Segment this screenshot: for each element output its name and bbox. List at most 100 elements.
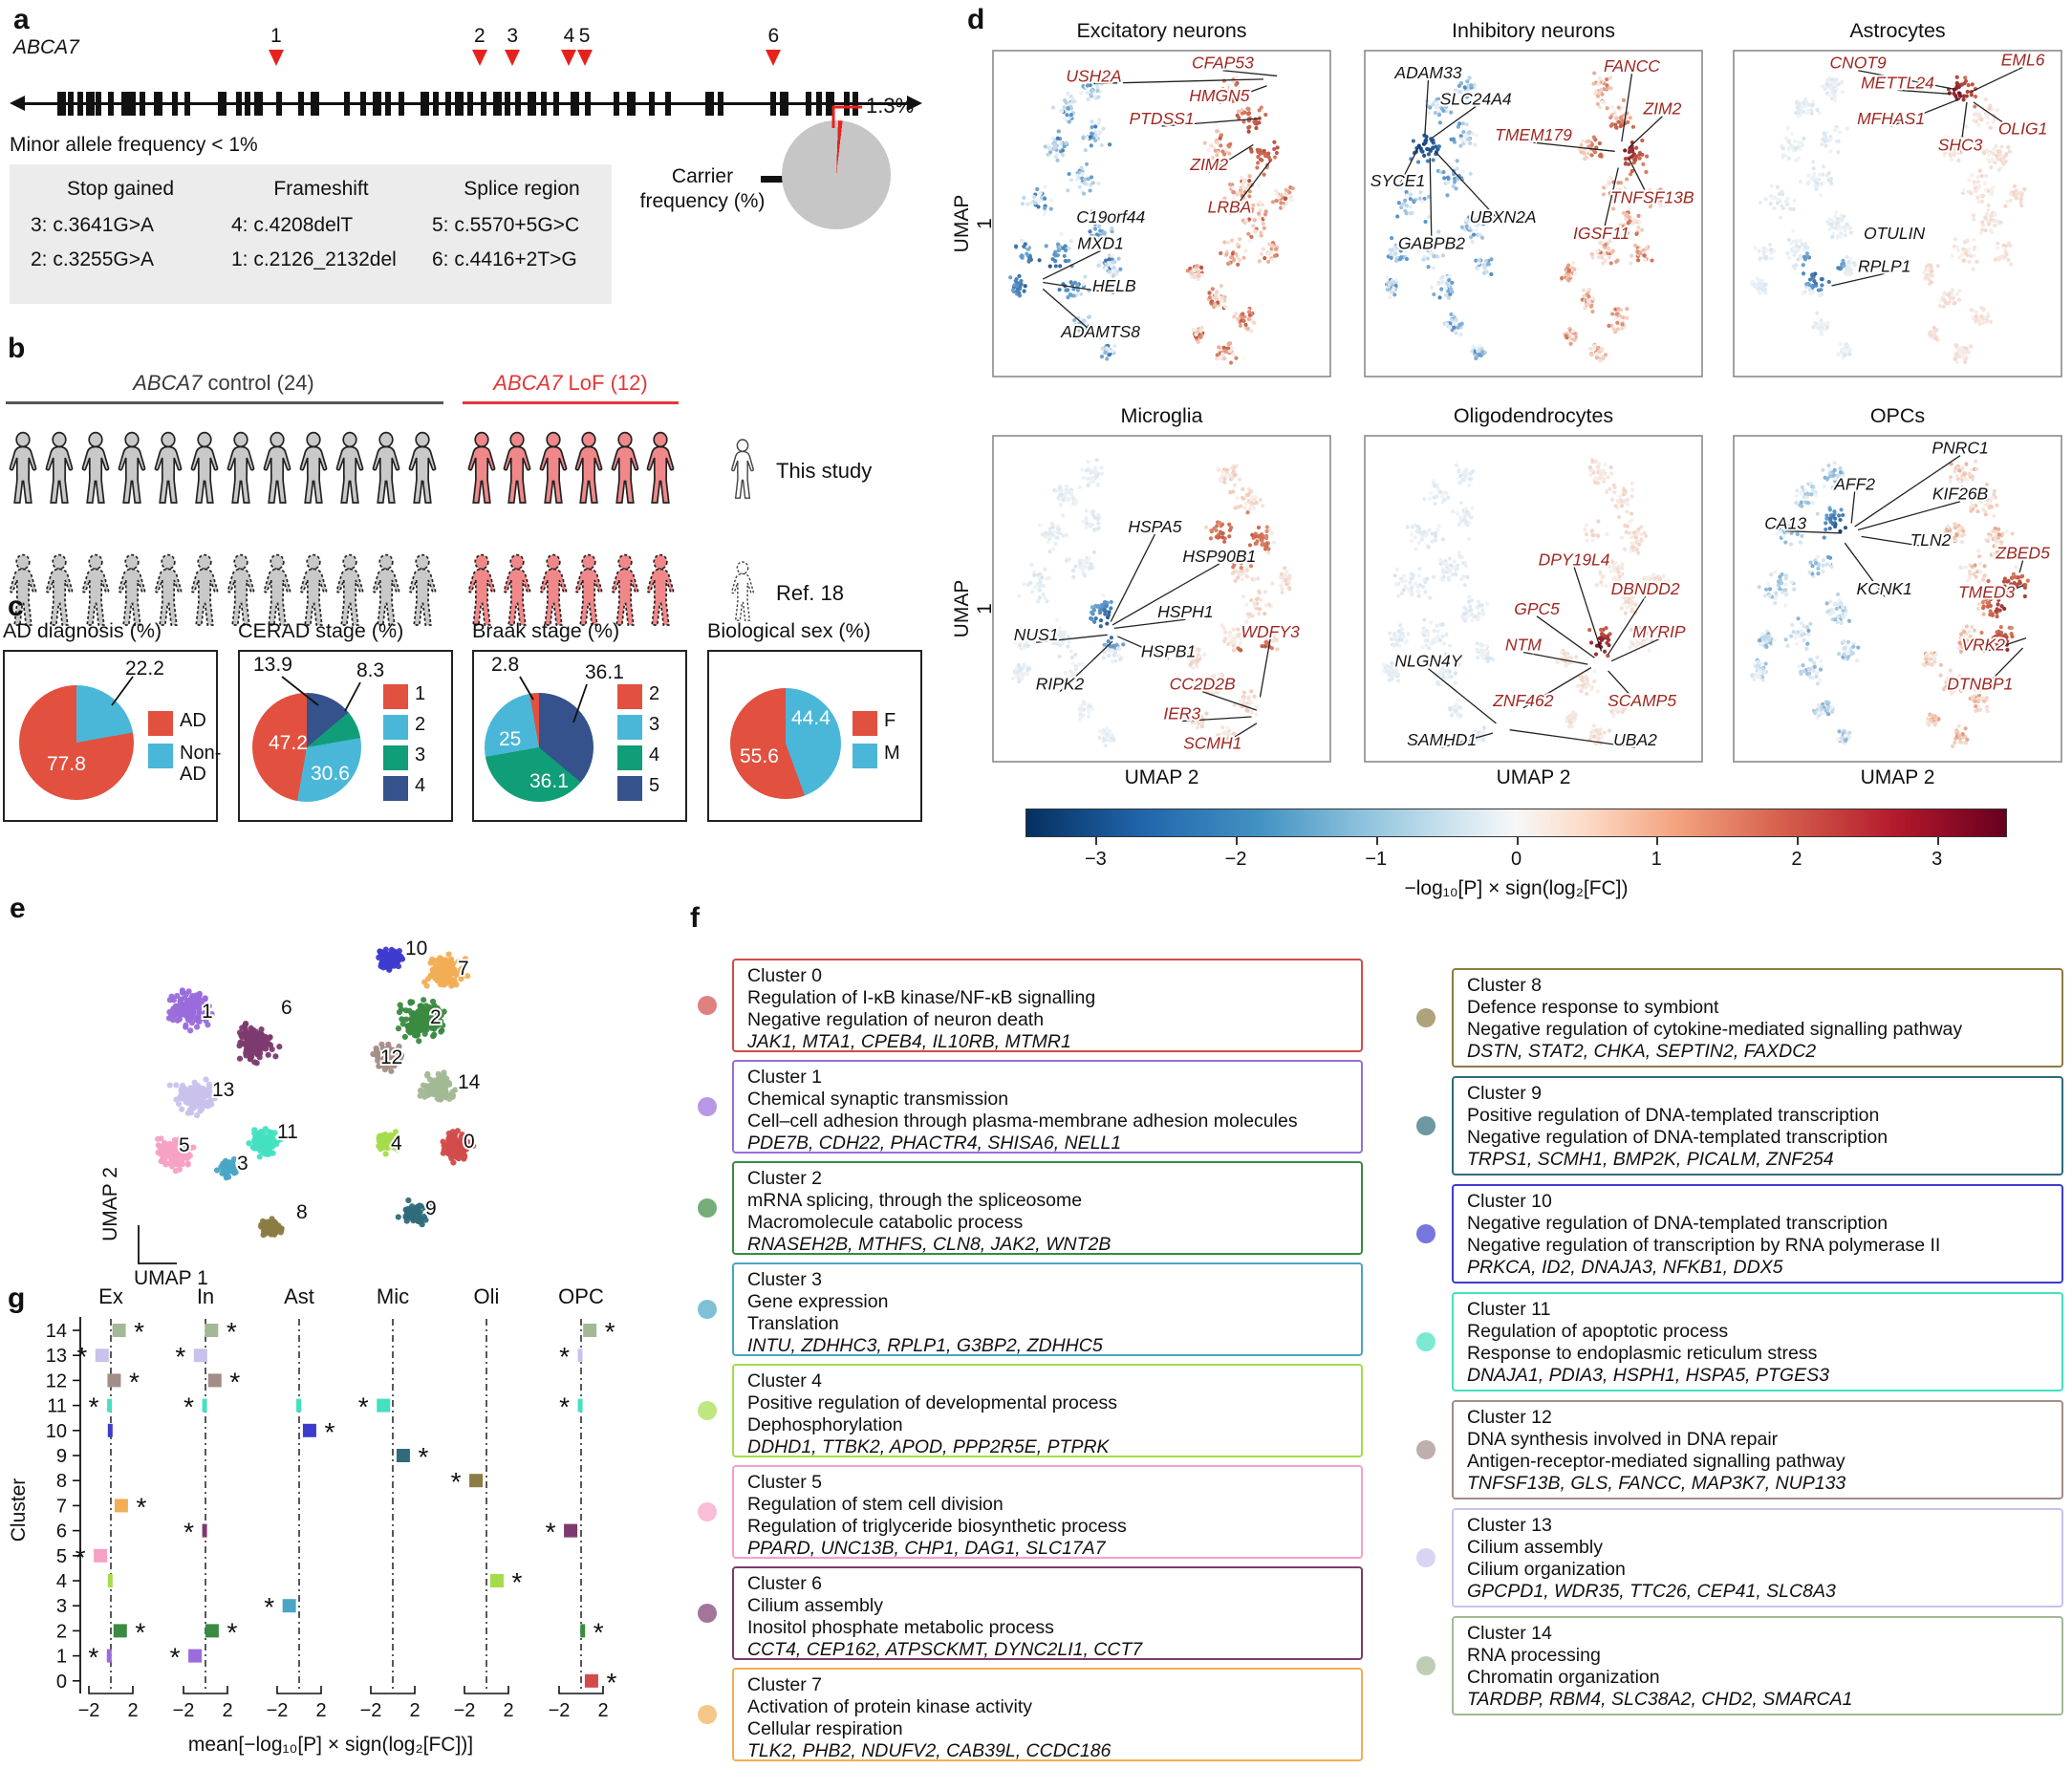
gene-label: UBA2: [1613, 730, 1657, 749]
gene-label: ZIM2: [1642, 99, 1681, 119]
exon-bar: [805, 92, 811, 116]
person-icon: [187, 535, 222, 653]
cluster-box-title: Cluster 5: [747, 1472, 823, 1493]
person-icon: [369, 535, 403, 653]
cohort-header: ABCA7 control (24): [71, 371, 377, 396]
cluster-number-label: 4: [391, 1133, 402, 1154]
legend-label: M: [884, 743, 900, 764]
gene-backbone: [17, 102, 915, 105]
pie-value-label: 36.1: [529, 770, 569, 792]
cluster-annotation-box: Cluster 1 Chemical synaptic transmission C…: [732, 1060, 1363, 1154]
enrichment-square: [107, 1373, 121, 1388]
gene-label: IER3: [1163, 704, 1200, 723]
cohort-rule: [463, 401, 679, 404]
x-tick-label: 2: [315, 1700, 326, 1721]
variant-table-header: Frameshift: [273, 178, 369, 200]
pie-value-label: 13.9: [253, 654, 292, 676]
legend-swatch: [617, 776, 642, 801]
significance-asterisk: *: [451, 1467, 462, 1497]
significance-asterisk: *: [511, 1567, 522, 1597]
cluster-gene-list: DSTN, STAT2, CHKA, SEPTIN2, FAXDC2: [1467, 1041, 1817, 1062]
cluster-number-label: 1: [202, 1001, 213, 1023]
exon-bar: [626, 92, 636, 116]
gene-label: CC2D2B: [1170, 675, 1236, 694]
person-icon: [115, 535, 149, 653]
enrichment-square: [377, 1398, 391, 1413]
cluster-gene-list: TLK2, PHB2, NDUFV2, CAB39L, CCDC186: [747, 1740, 1112, 1761]
gene-label: HELB: [1092, 276, 1136, 295]
celltype-column-header: OPC: [558, 1284, 604, 1308]
panel-g-label: g: [8, 1283, 26, 1314]
cluster-go-term: Regulation of stem cell division: [747, 1494, 1004, 1515]
pie-value-label: 44.4: [791, 707, 831, 729]
enrichment-square: [94, 1548, 108, 1563]
cluster-number-label: 2: [430, 1006, 442, 1028]
enrichment-square: [583, 1324, 597, 1337]
exon-bar: [553, 92, 560, 116]
person-icon: [78, 413, 113, 530]
cluster-box-title: Cluster 8: [1467, 975, 1543, 996]
pie-value-label: 36.1: [585, 661, 624, 683]
enrichment-square: [113, 1624, 127, 1638]
cluster-annotation-box: Cluster 7 Activation of protein kinase ac…: [732, 1668, 1363, 1761]
colorbar-tick: [1656, 837, 1659, 845]
cluster-number-label: 14: [458, 1071, 481, 1093]
enrichment-square: [107, 1574, 113, 1587]
legend-swatch: [617, 684, 642, 709]
significance-asterisk: *: [76, 1342, 87, 1371]
gene-label: OLIG1: [1998, 119, 2048, 138]
pie-title: CERAD stage (%): [238, 619, 404, 642]
cluster-gene-list: JAK1, MTA1, CPEB4, IL10RB, MTMR1: [747, 1031, 1071, 1052]
cluster-gene-list: TNFSF13B, GLS, FANCC, MAP3K7, NUP133: [1467, 1473, 1846, 1494]
umap-plot: CNOT9 EML6 METTL24 MFHAS1 SHC3 OLIG1 OTULIN RPL…: [1733, 50, 2062, 378]
cluster-go-term: Inositol phosphate metabolic process: [747, 1617, 1054, 1638]
legend-label: Non-AD: [180, 743, 222, 785]
exon-bar: [385, 92, 392, 116]
enrichment-square: [205, 1624, 219, 1638]
person-icon: [608, 535, 642, 653]
exon-bar: [528, 92, 537, 116]
gene-label: TNFSF13B: [1610, 187, 1694, 206]
panel-b-label: b: [8, 333, 26, 364]
variant-table-cell: 5: c.5570+5G>C: [432, 214, 580, 236]
y-axis-label: Cluster: [8, 1478, 30, 1542]
person-icon: [296, 535, 331, 653]
pie-value-label: 77.8: [47, 753, 86, 775]
legend-swatch: [383, 745, 408, 770]
cluster-annotation-box: Cluster 11 Regulation of apoptotic proces…: [1452, 1292, 2063, 1391]
cluster-box-title: Cluster 0: [747, 965, 823, 986]
cluster-go-term: Cell–cell adhesion through plasma-membra…: [747, 1111, 1298, 1132]
significance-asterisk: *: [594, 1617, 604, 1647]
gene-label: MFHAS1: [1857, 109, 1925, 128]
cluster-umap-plot: 1 6 13 5 3 11 8 10 7 2 12 14 4 0 9 UMAP 2 UMAP 1: [99, 936, 483, 1289]
enrichment-square: [564, 1523, 578, 1538]
legend-label: F: [884, 710, 896, 731]
person-icon: [260, 535, 294, 653]
gene-label: MYRIP: [1632, 622, 1686, 641]
celltype-column-header: Ast: [284, 1284, 314, 1308]
pie-callout-lines: [519, 676, 588, 723]
cluster-tick-label: 4: [56, 1571, 67, 1592]
cluster-annotation-box: Cluster 9 Positive regulation of DNA-temp…: [1452, 1076, 2063, 1176]
person-icon: [405, 535, 440, 653]
cluster-annotation-box: Cluster 10 Negative regulation of DNA-tem…: [1452, 1184, 2063, 1284]
x-axis-label: mean[−log₁₀[P] × sign(log₂[FC])]: [188, 1734, 473, 1756]
legend-label: 3: [649, 714, 660, 735]
exon-bar: [108, 92, 115, 116]
cluster-umap-panel: 1 6 13 5 3 11 8 10 7 2 12 14 4 0 9 UMAP 2 UMAP 1: [0, 889, 688, 1300]
cluster-tick-label: 8: [56, 1471, 67, 1492]
pie-card: 77.8 22.2 AD Non-AD: [3, 650, 222, 822]
enrichment-square: [193, 1348, 207, 1363]
cluster-annotation-box: Cluster 8 Defence response to symbiont Neg…: [1452, 968, 2063, 1068]
pie-chart: [252, 693, 361, 802]
x-tick-label: −2: [454, 1700, 476, 1721]
gene-label: GABPB2: [1398, 233, 1465, 252]
gene-label: ZNF462: [1492, 691, 1553, 710]
cluster-go-term: Response to endoplasmic reticulum stress: [1467, 1343, 1818, 1364]
cluster-gene-list: TRPS1, SCMH1, BMP2K, PICALM, ZNF254: [1467, 1149, 1834, 1170]
cluster-dot-icon: [698, 1502, 717, 1521]
exon-bar: [780, 92, 789, 116]
pie-title: Braak stage (%): [472, 619, 620, 642]
x-tick-label: −2: [549, 1700, 571, 1721]
umap-deg-panel: Excitatory neurons CFAP53 USH2A HMGN5 PTDSS1…: [951, 19, 2062, 899]
